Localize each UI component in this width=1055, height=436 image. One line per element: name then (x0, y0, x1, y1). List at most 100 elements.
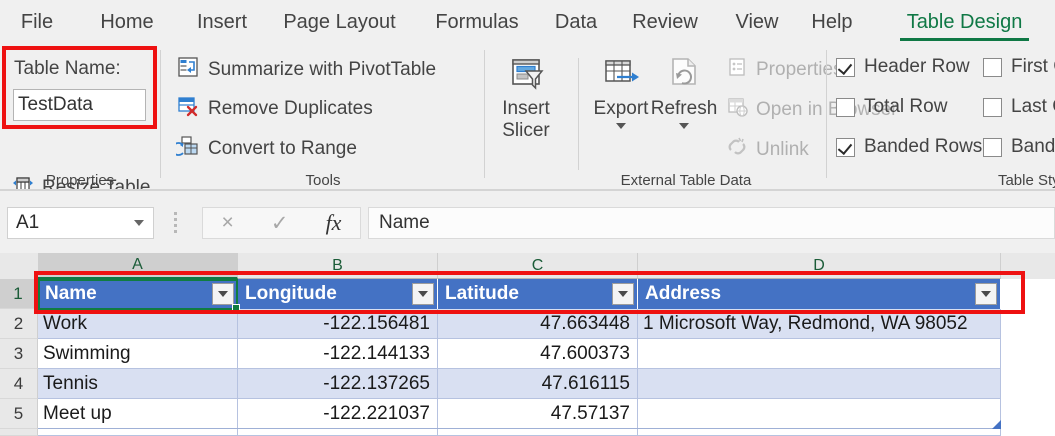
table-row[interactable]: -122.137265 (238, 369, 438, 399)
table-row[interactable]: Work (38, 309, 238, 339)
cell-text: -122.156481 (323, 312, 430, 334)
table-row[interactable]: Tennis (38, 369, 238, 399)
ribbon-tab-insert[interactable]: Insert (186, 0, 258, 44)
row-header-5[interactable]: 5 (0, 399, 38, 429)
column-header-a[interactable]: A (38, 253, 238, 279)
checkbox-box[interactable] (983, 97, 1002, 117)
ribbon-tab-home[interactable]: Home (88, 0, 166, 44)
group-label-external-table-data: External Table Data (620, 172, 752, 189)
ribbon-tab-view[interactable]: View (726, 0, 788, 44)
cancel-icon[interactable]: × (221, 211, 234, 234)
filter-dropdown-address[interactable] (975, 283, 997, 305)
table-row[interactable] (438, 429, 638, 436)
tab-label: Home (100, 10, 154, 33)
column-letter: D (813, 256, 825, 274)
chevron-down-icon[interactable] (616, 123, 626, 129)
table-header-cell-longitude[interactable]: Longitude (238, 279, 438, 309)
checkbox-box[interactable] (836, 57, 855, 77)
convert-to-range-label: Convert to Range (208, 138, 357, 159)
table-row[interactable]: 1 Microsoft Way, Redmond, WA 98052 (638, 309, 1001, 339)
subgroup-divider (578, 58, 579, 170)
column-header-b[interactable]: B (238, 253, 438, 279)
table-properties-button: Properties (726, 56, 843, 84)
export-button[interactable]: Export (590, 52, 652, 129)
filter-dropdown-longitude[interactable] (412, 283, 434, 305)
row-header-3[interactable]: 3 (0, 339, 38, 369)
insert-slicer-button[interactable]: Insert Slicer (490, 52, 562, 142)
refresh-button[interactable]: Refresh (651, 52, 717, 129)
checkbox-box[interactable] (983, 137, 1002, 157)
checkbox-box[interactable] (836, 137, 855, 157)
ribbon-tab-data[interactable]: Data (546, 0, 606, 44)
table-bottom-border (38, 428, 1001, 429)
table-row[interactable]: 47.616115 (438, 369, 638, 399)
ribbon-tab-formulas[interactable]: Formulas (425, 0, 529, 44)
unlink-button: Unlink (726, 136, 809, 164)
formula-bar-grip[interactable] (174, 212, 177, 234)
table-row[interactable] (638, 369, 1001, 399)
table-row[interactable] (638, 339, 1001, 369)
table-row[interactable]: -122.144133 (238, 339, 438, 369)
table-row[interactable]: -122.156481 (238, 309, 438, 339)
enter-icon[interactable]: ✓ (270, 211, 289, 235)
summarize-with-pivottable-button[interactable]: Summarize with PivotTable (176, 55, 436, 85)
table-header-cell-latitude[interactable]: Latitude (438, 279, 638, 309)
spreadsheet-grid: A B C D 1 2 3 4 5 Name Longitude Latitud… (0, 253, 1055, 436)
tab-label: Review (632, 10, 698, 33)
ribbon-tab-page-layout[interactable]: Page Layout (272, 0, 407, 44)
remove-duplicates-icon (176, 94, 200, 124)
properties-icon (726, 56, 748, 84)
table-row[interactable] (38, 429, 238, 436)
table-resize-handle[interactable] (992, 420, 1001, 429)
remove-duplicates-button[interactable]: Remove Duplicates (176, 94, 373, 124)
checkbox-banded-rows-label: Banded Rows (864, 136, 983, 157)
checkbox-banded-columns[interactable]: Bande (983, 136, 1055, 158)
row-number: 4 (13, 373, 24, 393)
checkbox-box[interactable] (983, 57, 1002, 77)
table-row[interactable] (638, 429, 1001, 436)
row-header-4[interactable]: 4 (0, 369, 38, 399)
ribbon-tab-help[interactable]: Help (804, 0, 860, 44)
column-header-d[interactable]: D (638, 253, 1001, 279)
table-row[interactable] (238, 429, 438, 436)
table-row[interactable] (638, 399, 1001, 429)
table-row[interactable]: 47.57137 (438, 399, 638, 429)
table-row[interactable]: -122.221037 (238, 399, 438, 429)
table-row[interactable]: Swimming (38, 339, 238, 369)
chevron-down-icon[interactable] (679, 123, 689, 129)
cell-text: Swimming (43, 342, 131, 364)
filter-dropdown-latitude[interactable] (612, 283, 634, 305)
pivottable-icon (176, 55, 200, 85)
checkbox-box[interactable] (836, 97, 855, 117)
name-box[interactable]: A1 (7, 207, 154, 239)
export-label: Export (593, 98, 649, 119)
table-row[interactable]: Meet up (38, 399, 238, 429)
filter-dropdown-name[interactable] (212, 283, 234, 305)
checkbox-header-row[interactable]: Header Row (836, 56, 970, 78)
chevron-down-icon[interactable] (134, 220, 144, 226)
cell-text: -122.144133 (323, 342, 430, 364)
insert-function-icon[interactable]: fx (325, 210, 342, 235)
row-header-6[interactable] (0, 429, 38, 436)
checkbox-last-column[interactable]: Last C (983, 96, 1055, 118)
table-header-cell-name[interactable]: Name (38, 279, 238, 309)
ribbon-tab-table-design[interactable]: Table Design (900, 0, 1029, 44)
table-header-cell-address[interactable]: Address (638, 279, 1001, 309)
checkbox-first-column[interactable]: First C (983, 56, 1055, 78)
formula-input[interactable]: Name (368, 207, 1055, 239)
row-header-1[interactable]: 1 (0, 279, 38, 309)
table-name-input[interactable]: TestData (13, 89, 146, 121)
table-row[interactable]: 47.663448 (438, 309, 638, 339)
checkbox-banded-rows[interactable]: Banded Rows (836, 136, 982, 158)
checkbox-total-row[interactable]: Total Row (836, 96, 947, 118)
ribbon-tab-review[interactable]: Review (622, 0, 708, 44)
table-row[interactable]: 47.600373 (438, 339, 638, 369)
row-header-2[interactable]: 2 (0, 309, 38, 339)
convert-to-range-button[interactable]: Convert to Range (171, 134, 357, 164)
group-divider (160, 50, 161, 178)
ribbon-tab-file[interactable]: File (6, 0, 68, 44)
refresh-icon (664, 52, 704, 98)
row-number: 2 (13, 313, 24, 333)
cell-text: 47.57137 (550, 402, 630, 424)
column-header-c[interactable]: C (438, 253, 638, 279)
